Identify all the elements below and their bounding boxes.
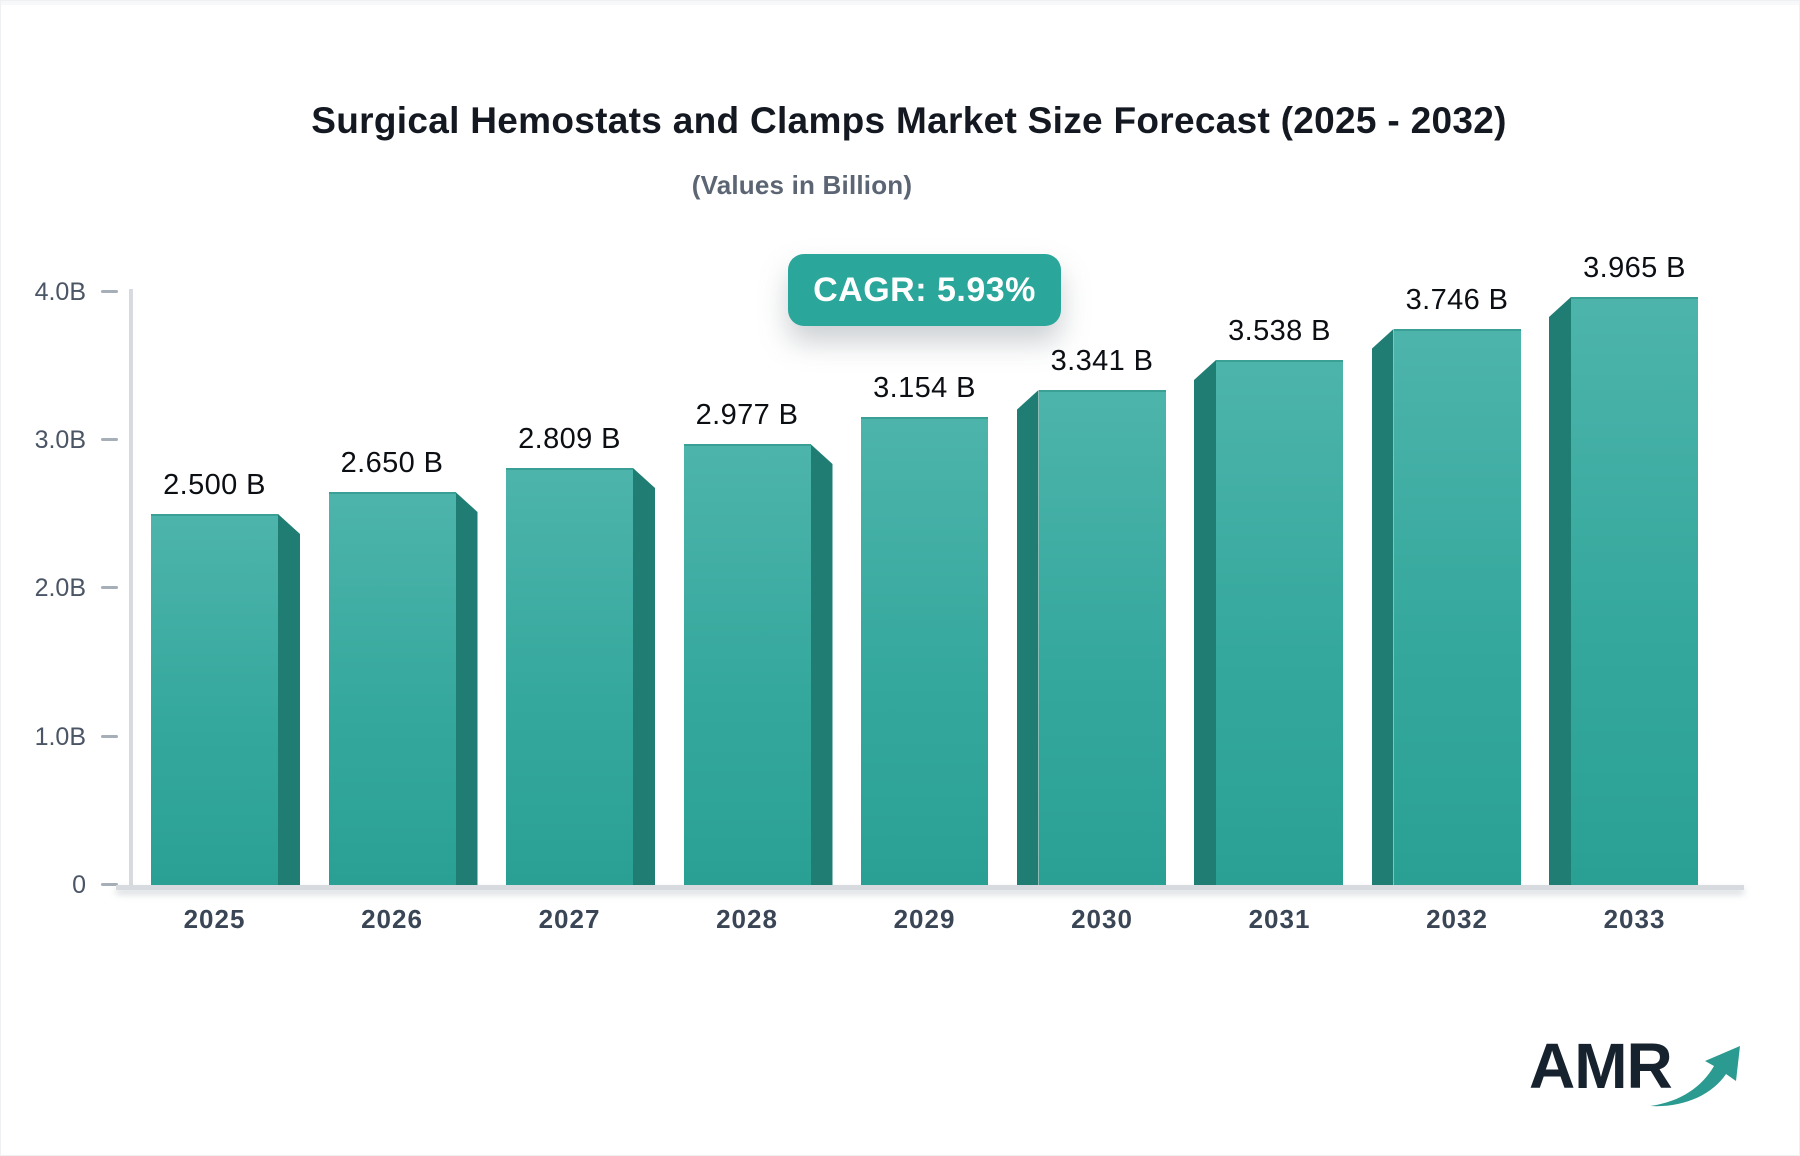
bar-2029 [861, 417, 988, 885]
x-axis-label: 2032 [1426, 904, 1488, 934]
y-axis-label: 1.0B [34, 722, 86, 751]
cagr-badge: CAGR: 5.93% [788, 254, 1061, 326]
y-axis-label: 4.0B [34, 277, 86, 306]
bar-2026 [328, 492, 456, 885]
amr-logo: AMR [1529, 1030, 1772, 1107]
x-axis-label: 2029 [893, 904, 956, 934]
bar-2028 [683, 444, 811, 885]
x-axis-label: 2031 [1248, 904, 1311, 934]
x-axis-label: 2026 [361, 904, 423, 934]
y-axis-label: 2.0B [34, 574, 86, 603]
bar-value-label: 3.538 B [1228, 315, 1331, 347]
bar-2031 [1216, 360, 1343, 885]
x-axis-label: 2025 [183, 904, 246, 934]
bar-2027 [506, 468, 633, 885]
bar-value-label: 3.341 B [1050, 345, 1154, 377]
bar-value-label: 2.500 B [163, 469, 266, 501]
y-axis-line [129, 289, 133, 887]
x-axis-label: 2030 [1071, 904, 1133, 934]
y-tick-mark [101, 883, 118, 886]
bar-side-face-2032 [1371, 329, 1394, 885]
y-tick-mark [101, 586, 118, 590]
bar-side-face-2027 [633, 468, 655, 885]
cagr-badge-label: CAGR: 5.93% [813, 270, 1036, 309]
bar-side-face-2030 [1016, 390, 1039, 885]
amr-logo-text: AMR [1529, 1030, 1673, 1102]
bar-side-face-2033 [1549, 297, 1571, 885]
bar-2033 [1571, 297, 1698, 885]
bar-value-label: 3.154 B [873, 372, 976, 404]
bar-side-face-2025 [278, 514, 300, 885]
bar-value-label: 3.746 B [1405, 284, 1509, 316]
x-axis-label: 2028 [716, 904, 778, 934]
x-axis-line [116, 885, 1744, 890]
bar-value-label: 2.809 B [518, 423, 621, 455]
y-tick-mark [101, 289, 118, 293]
chart-title: Surgical Hemostats and Clamps Market Siz… [311, 100, 1507, 141]
chart-subtitle: (Values in Billion) [691, 170, 913, 200]
top-border [1, 1, 1799, 5]
bar-side-face-2026 [455, 492, 478, 885]
bar-value-label: 3.965 B [1583, 252, 1686, 284]
y-tick-mark [101, 734, 118, 738]
trending-up-arrow-icon [1649, 1046, 1740, 1107]
y-axis-label: 3.0B [34, 426, 86, 455]
bar-2032 [1393, 329, 1521, 885]
bar-value-label: 2.977 B [695, 399, 799, 431]
bar-value-label: 2.650 B [340, 447, 444, 479]
y-axis-label: 0 [72, 871, 86, 899]
y-tick-mark [101, 438, 118, 442]
bar-2030 [1038, 390, 1166, 885]
bar-side-face-2031 [1194, 360, 1216, 885]
bar-side-face-2028 [810, 444, 833, 885]
bar-2025 [151, 514, 278, 885]
x-axis-label: 2033 [1603, 904, 1666, 934]
x-axis-label: 2027 [538, 904, 601, 934]
